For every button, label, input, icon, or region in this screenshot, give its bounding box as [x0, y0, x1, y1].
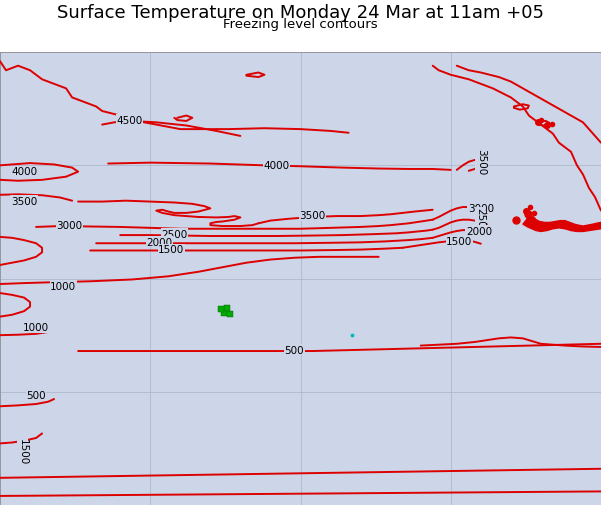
- Text: 1000: 1000: [50, 281, 76, 291]
- Polygon shape: [523, 217, 601, 232]
- Text: 2500: 2500: [161, 229, 188, 239]
- Text: 1500: 1500: [18, 438, 28, 465]
- Text: 2000: 2000: [146, 237, 172, 247]
- Text: 1000: 1000: [23, 322, 49, 332]
- Text: 500: 500: [285, 345, 304, 355]
- Text: 3500: 3500: [476, 148, 486, 175]
- Text: 1500: 1500: [446, 236, 472, 246]
- Text: 4000: 4000: [11, 167, 37, 177]
- Text: Freezing level contours: Freezing level contours: [223, 18, 378, 31]
- Text: 3500: 3500: [299, 211, 326, 221]
- Text: 3000: 3000: [468, 204, 494, 214]
- Text: 1500: 1500: [158, 244, 185, 255]
- Text: 2000: 2000: [466, 227, 492, 236]
- Text: 4000: 4000: [263, 161, 290, 171]
- Text: Surface Temperature on Monday 24 Mar at 11am +05: Surface Temperature on Monday 24 Mar at …: [57, 4, 544, 22]
- Text: 500: 500: [26, 391, 46, 400]
- Text: 3500: 3500: [11, 196, 37, 206]
- Text: 2500: 2500: [475, 208, 485, 234]
- Text: 4500: 4500: [116, 115, 142, 125]
- Text: 3000: 3000: [56, 221, 82, 231]
